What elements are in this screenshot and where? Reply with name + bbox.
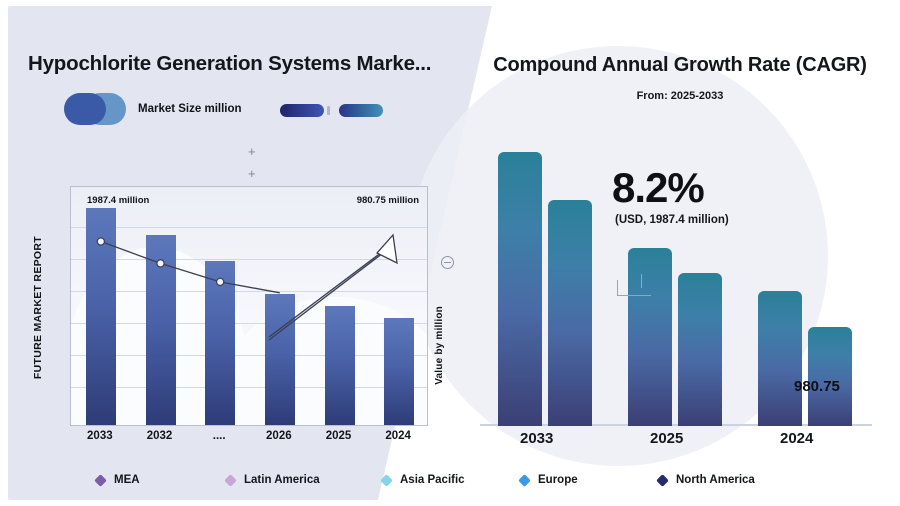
legend-item-latin-america[interactable]: Latin America	[224, 468, 320, 492]
plus-icon-2: +	[248, 166, 256, 181]
bar-....	[205, 261, 236, 425]
right-bar-2025-secondary	[678, 272, 722, 426]
region-legend: MEA Latin America Asia Pacific Europe North …	[8, 468, 892, 492]
right-bar-2025-primary	[628, 247, 672, 426]
series-label: Market Size million	[138, 103, 242, 115]
x-tick-2026: 2026	[266, 430, 292, 442]
x-tick-2032: 2032	[146, 430, 173, 442]
legend-label: Latin America	[244, 474, 320, 486]
value-label-end: 980.75 million	[356, 195, 419, 206]
right-chart-plot-area	[476, 136, 876, 426]
right-x-tick-2025: 2025	[650, 430, 684, 447]
legend-item-europe[interactable]: Europe	[518, 468, 578, 492]
gradient-pill-group	[280, 104, 383, 117]
x-tick-....: ....	[212, 430, 226, 442]
pill-separator-icon	[327, 106, 330, 115]
gridline	[71, 227, 427, 228]
end-value-label: 980.75	[794, 378, 840, 395]
legend-label: MEA	[114, 474, 140, 486]
y-axis-label-left: FUTURE MARKET REPORT	[32, 236, 44, 380]
legend-label: Europe	[538, 474, 578, 486]
gridline	[71, 387, 427, 388]
left-chart-plot-area: 1987.4 million 980.75 million	[70, 186, 428, 426]
legend-item-north-america[interactable]: North America	[656, 468, 755, 492]
infographic-canvas: Hypochlorite Generation Systems Marke...…	[8, 6, 892, 500]
x-tick-2025: 2025	[325, 430, 352, 442]
bar-2025	[324, 306, 355, 425]
legend-dot-icon	[224, 473, 237, 487]
chart-baseline	[480, 424, 872, 426]
left-x-axis-ticks: 2033 2032.... 2026 2025 2024	[70, 430, 428, 450]
x-tick-2024: 2024	[385, 430, 411, 442]
circle-minus-icon	[441, 256, 454, 269]
legend-label: Asia Pacific	[400, 474, 465, 486]
legend-label: North America	[676, 474, 755, 486]
cagr-title: Compound Annual Growth Rate (CAGR)	[493, 54, 867, 76]
x-tick-2033: 2033	[87, 430, 113, 442]
series-legend-row: Market Size million	[64, 92, 242, 126]
y-axis-label-right: Value by million	[434, 306, 445, 385]
value-label-start: 1987.4 million	[87, 195, 150, 206]
right-x-axis-ticks: 2033 2025 2024	[476, 430, 876, 452]
legend-dot-icon	[656, 473, 669, 487]
gridline	[71, 291, 427, 292]
growth-arrow-icon	[268, 233, 398, 341]
plus-icon-1: +	[248, 144, 256, 159]
gradient-pill-secondary	[339, 104, 383, 117]
page-title: Hypochlorite Generation Systems Marke...	[28, 52, 432, 75]
connector-tick-icon	[641, 274, 642, 288]
left-panel: Hypochlorite Generation Systems Marke...…	[8, 6, 460, 500]
right-x-tick-2024: 2024	[780, 430, 814, 447]
legend-dot-icon	[380, 473, 393, 487]
right-bar-2024-secondary	[808, 326, 852, 426]
legend-dot-icon	[94, 473, 107, 487]
legend-item-mea[interactable]: MEA	[94, 468, 140, 492]
right-x-tick-2033: 2033	[520, 430, 554, 447]
cagr-value: 8.2%	[612, 164, 705, 211]
gridline	[71, 355, 427, 356]
legend-item-asia-pacific[interactable]: Asia Pacific	[380, 468, 465, 492]
cagr-note: (USD, 1987.4 million)	[615, 214, 729, 226]
gradient-pill-primary	[280, 104, 324, 117]
right-bar-2024-primary	[758, 290, 802, 426]
right-panel: Compound Annual Growth Rate (CAGR) From:…	[460, 6, 892, 500]
trend-line-series	[96, 237, 280, 294]
cagr-subtitle: From: 2025-2033	[636, 90, 724, 102]
right-bar-2033-secondary	[548, 199, 592, 426]
gridline	[71, 323, 427, 324]
connector-elbow-icon	[617, 280, 651, 296]
bar-2026	[264, 294, 295, 425]
legend-dot-icon	[518, 473, 531, 487]
right-bar-2033-primary	[498, 151, 542, 426]
bar-2024	[384, 318, 415, 425]
gridline	[71, 259, 427, 260]
venn-icon	[64, 93, 126, 125]
